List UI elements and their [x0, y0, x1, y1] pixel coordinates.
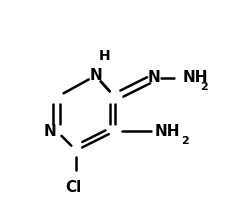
Text: Cl: Cl [65, 180, 81, 195]
Text: NH: NH [155, 124, 180, 138]
Text: NH: NH [183, 70, 208, 85]
Text: H: H [99, 49, 110, 63]
Text: 2: 2 [181, 136, 189, 146]
Text: 2: 2 [200, 82, 208, 92]
Text: N: N [147, 70, 160, 85]
Text: N: N [44, 124, 56, 138]
Text: N: N [89, 68, 102, 83]
